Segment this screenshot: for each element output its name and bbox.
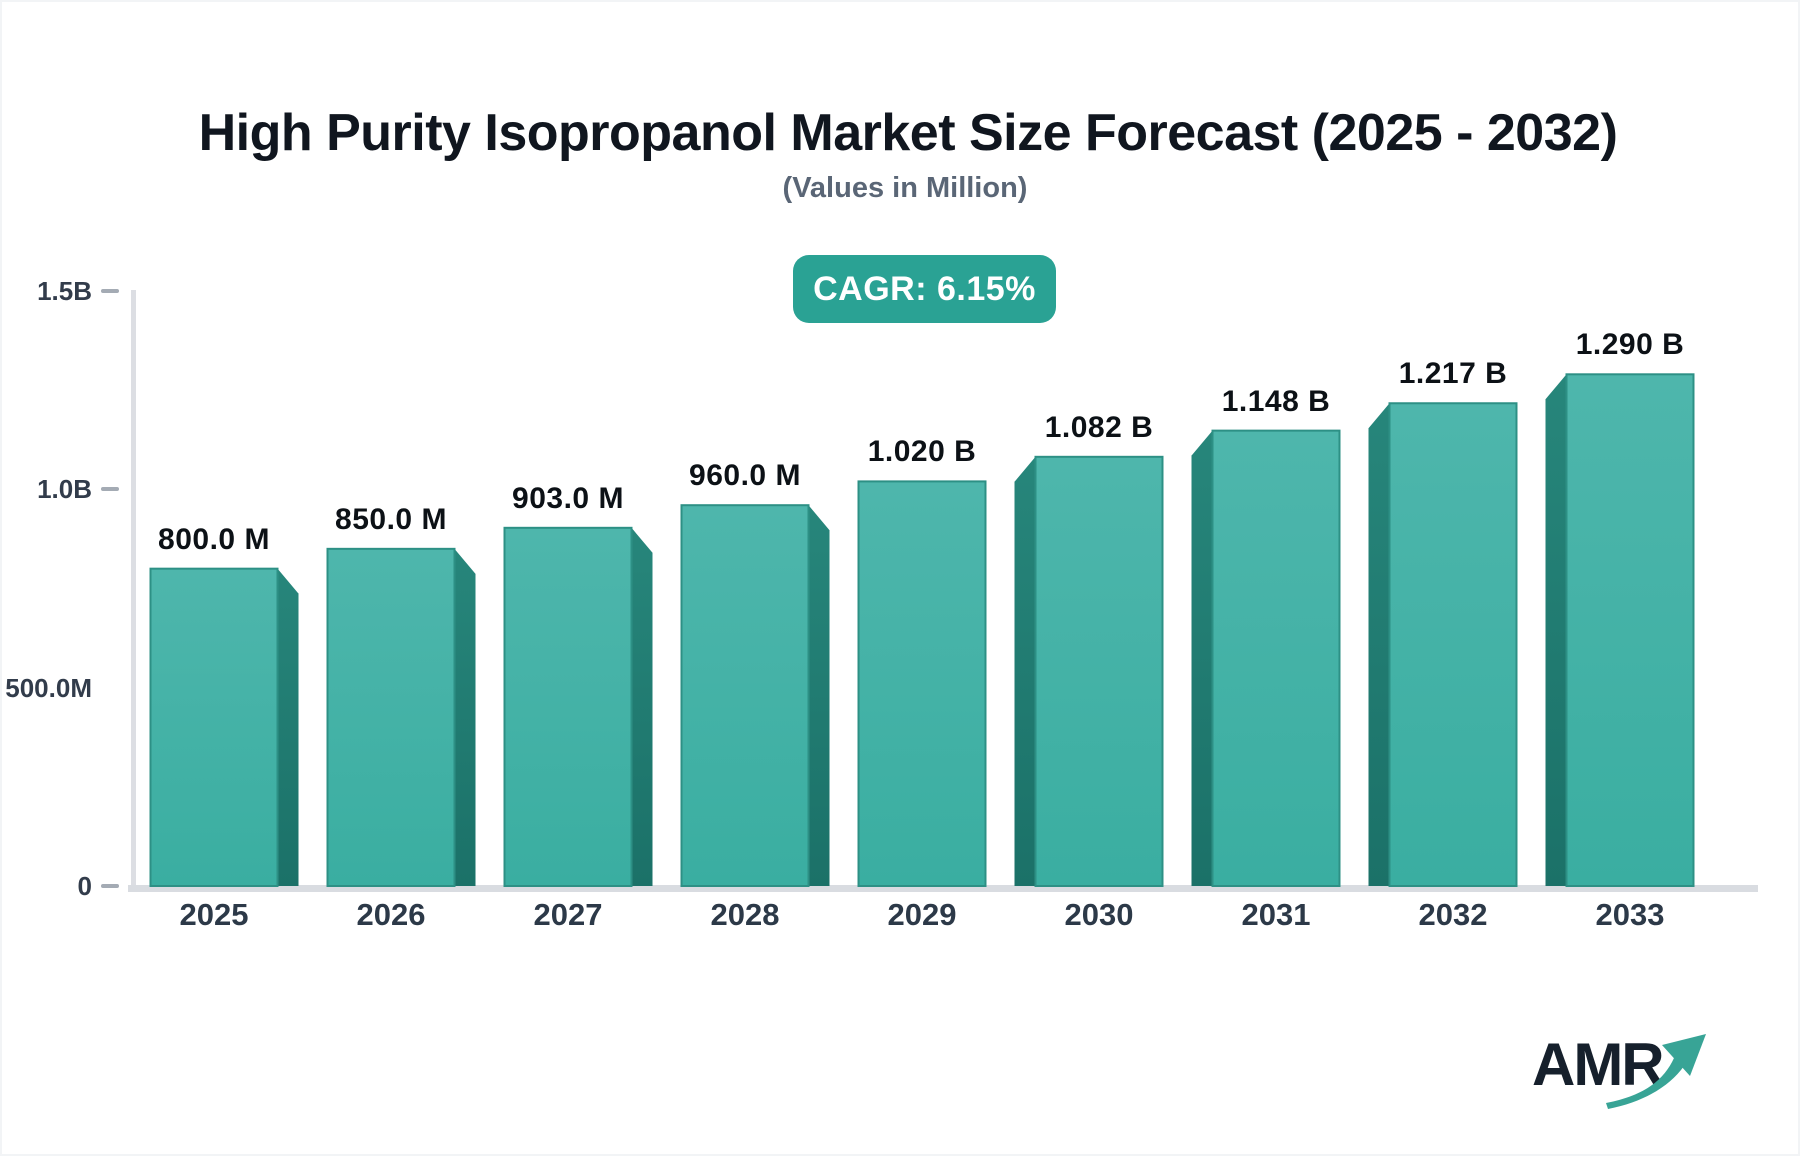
y-axis-tick-dash bbox=[101, 884, 119, 888]
x-axis-tick-label: 2031 bbox=[1241, 897, 1311, 932]
x-axis-tick-label: 2027 bbox=[533, 897, 603, 932]
bar-value-label: 1.290 B bbox=[1575, 328, 1685, 362]
growth-arrow-icon bbox=[1606, 1034, 1706, 1109]
bar-side-face bbox=[277, 568, 299, 886]
bar-value-label: 903.0 M bbox=[512, 481, 624, 515]
bar-front-face bbox=[1034, 455, 1164, 887]
amr-logo-text: AMR bbox=[1532, 1031, 1665, 1098]
bar-front-face bbox=[857, 480, 987, 887]
bar-front-face bbox=[149, 567, 279, 888]
y-axis-line bbox=[131, 290, 136, 886]
bar-side-face bbox=[454, 548, 476, 886]
x-axis-tick-label: 2025 bbox=[179, 897, 249, 932]
x-axis-tick-label: 2032 bbox=[1418, 897, 1488, 932]
y-axis-tick-label: 1.5B bbox=[37, 276, 92, 306]
bar-front-face bbox=[326, 547, 456, 887]
chart-title: High Purity Isopropanol Market Size Fore… bbox=[198, 104, 1618, 162]
x-axis-tick-label: 2030 bbox=[1064, 897, 1134, 932]
bar-value-label: 1.217 B bbox=[1398, 357, 1508, 391]
amr-logo: AMR bbox=[1532, 1030, 1732, 1125]
bar-front-face bbox=[503, 526, 633, 887]
x-axis-tick-label: 2029 bbox=[887, 897, 957, 932]
bar-front-face bbox=[1565, 373, 1695, 887]
cagr-badge: CAGR: 6.15% bbox=[793, 255, 1056, 323]
x-axis-tick-label: 2026 bbox=[356, 897, 426, 932]
chart-subtitle: (Values in Million) bbox=[782, 172, 1028, 204]
bar-value-label: 800.0 M bbox=[158, 522, 270, 556]
y-axis-tick-dash bbox=[101, 487, 119, 492]
bar-side-face bbox=[808, 505, 830, 886]
bar-value-label: 1.020 B bbox=[867, 435, 977, 469]
y-axis-tick-dash bbox=[101, 289, 119, 293]
bar-value-label: 1.082 B bbox=[1044, 410, 1154, 444]
y-axis-tick-label: 500.0M bbox=[5, 672, 92, 703]
bar-side-face bbox=[1368, 403, 1390, 886]
bar-side-face bbox=[631, 527, 653, 886]
bar-side-face bbox=[1545, 374, 1567, 886]
y-axis-tick-label: 0 bbox=[77, 871, 92, 901]
y-axis-tick-label: 1.0B bbox=[37, 474, 92, 505]
bar-value-label: 850.0 M bbox=[335, 502, 447, 536]
bar-front-face bbox=[1211, 429, 1341, 887]
x-axis-tick-label: 2033 bbox=[1595, 897, 1665, 932]
cagr-badge-label: CAGR: 6.15% bbox=[813, 269, 1036, 308]
x-axis-tick-label: 2028 bbox=[710, 897, 780, 932]
bar-side-face bbox=[1191, 430, 1213, 886]
bar-front-face bbox=[1388, 402, 1518, 887]
bar-front-face bbox=[680, 504, 810, 887]
bar-side-face bbox=[1014, 456, 1036, 886]
bar-value-label: 960.0 M bbox=[689, 459, 801, 493]
bar-value-label: 1.148 B bbox=[1221, 384, 1331, 418]
x-axis-line bbox=[128, 885, 1758, 892]
